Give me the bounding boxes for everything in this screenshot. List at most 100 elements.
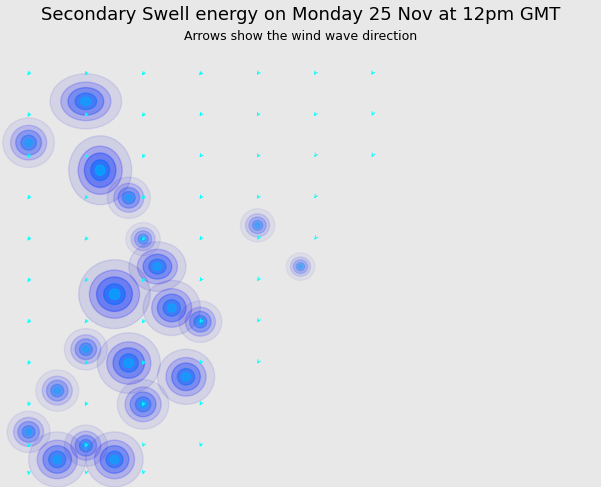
Ellipse shape	[29, 432, 86, 487]
Ellipse shape	[64, 425, 108, 467]
Ellipse shape	[11, 125, 47, 160]
Ellipse shape	[21, 135, 36, 150]
Ellipse shape	[255, 223, 260, 228]
Ellipse shape	[100, 446, 129, 473]
Ellipse shape	[120, 354, 138, 372]
Text: Arrows show the wind wave direction: Arrows show the wind wave direction	[184, 30, 417, 42]
Ellipse shape	[79, 260, 150, 329]
Ellipse shape	[108, 177, 150, 219]
Ellipse shape	[91, 160, 109, 181]
Ellipse shape	[42, 376, 72, 405]
Ellipse shape	[179, 301, 222, 342]
Ellipse shape	[141, 237, 145, 242]
Ellipse shape	[107, 342, 151, 384]
Ellipse shape	[124, 358, 133, 368]
Ellipse shape	[37, 440, 78, 479]
Ellipse shape	[25, 139, 32, 147]
Ellipse shape	[49, 451, 66, 468]
Ellipse shape	[293, 260, 308, 274]
Ellipse shape	[16, 131, 41, 155]
Ellipse shape	[46, 380, 68, 401]
Ellipse shape	[14, 417, 44, 447]
Ellipse shape	[138, 234, 148, 244]
Ellipse shape	[106, 451, 123, 468]
Ellipse shape	[84, 153, 116, 187]
Ellipse shape	[53, 455, 61, 464]
Ellipse shape	[25, 429, 32, 435]
Ellipse shape	[240, 209, 275, 242]
Ellipse shape	[81, 97, 91, 106]
Ellipse shape	[75, 435, 97, 456]
Ellipse shape	[290, 257, 311, 276]
Ellipse shape	[130, 392, 156, 417]
Ellipse shape	[135, 231, 151, 247]
Ellipse shape	[126, 195, 132, 201]
Ellipse shape	[86, 432, 143, 487]
Ellipse shape	[139, 401, 147, 408]
Ellipse shape	[117, 379, 169, 429]
Ellipse shape	[69, 136, 132, 205]
Ellipse shape	[185, 307, 215, 336]
Ellipse shape	[129, 242, 186, 291]
Ellipse shape	[157, 349, 215, 404]
Text: Secondary Swell energy on Monday 25 Nov at 12pm GMT: Secondary Swell energy on Monday 25 Nov …	[41, 6, 560, 24]
Ellipse shape	[96, 165, 105, 175]
Ellipse shape	[50, 74, 121, 129]
Ellipse shape	[189, 311, 211, 332]
Ellipse shape	[109, 289, 120, 300]
Ellipse shape	[64, 329, 108, 370]
Ellipse shape	[110, 455, 119, 464]
Ellipse shape	[157, 294, 186, 322]
Ellipse shape	[125, 387, 161, 422]
Ellipse shape	[51, 384, 64, 397]
Ellipse shape	[75, 93, 97, 110]
Ellipse shape	[172, 363, 200, 391]
Ellipse shape	[177, 369, 195, 385]
Ellipse shape	[252, 220, 263, 230]
Ellipse shape	[83, 346, 89, 353]
Ellipse shape	[18, 422, 39, 442]
Ellipse shape	[168, 304, 176, 312]
Ellipse shape	[71, 335, 101, 364]
Ellipse shape	[143, 281, 200, 336]
Ellipse shape	[78, 146, 122, 194]
Ellipse shape	[194, 316, 207, 328]
Ellipse shape	[131, 227, 155, 251]
Ellipse shape	[97, 277, 132, 311]
Ellipse shape	[135, 397, 151, 412]
Ellipse shape	[97, 333, 160, 393]
Ellipse shape	[7, 411, 50, 452]
Ellipse shape	[182, 373, 191, 381]
Ellipse shape	[113, 348, 144, 378]
Ellipse shape	[79, 439, 93, 452]
Ellipse shape	[68, 88, 104, 115]
Ellipse shape	[114, 183, 144, 212]
Ellipse shape	[246, 214, 270, 237]
Ellipse shape	[3, 118, 54, 168]
Ellipse shape	[143, 254, 172, 279]
Ellipse shape	[153, 263, 162, 270]
Ellipse shape	[149, 259, 166, 274]
Ellipse shape	[75, 339, 97, 359]
Ellipse shape	[94, 440, 135, 479]
Ellipse shape	[54, 388, 61, 393]
Ellipse shape	[36, 370, 79, 411]
Ellipse shape	[151, 289, 192, 327]
Ellipse shape	[71, 431, 101, 460]
Ellipse shape	[296, 262, 305, 271]
Ellipse shape	[197, 318, 204, 325]
Ellipse shape	[138, 249, 177, 284]
Ellipse shape	[43, 446, 72, 473]
Ellipse shape	[166, 357, 206, 396]
Ellipse shape	[79, 343, 93, 356]
Ellipse shape	[22, 426, 35, 438]
Ellipse shape	[118, 187, 139, 208]
Ellipse shape	[163, 300, 180, 316]
Ellipse shape	[90, 270, 139, 318]
Ellipse shape	[83, 443, 89, 449]
Ellipse shape	[126, 223, 160, 256]
Ellipse shape	[249, 217, 266, 234]
Ellipse shape	[104, 284, 125, 304]
Ellipse shape	[61, 82, 111, 121]
Ellipse shape	[123, 191, 135, 204]
